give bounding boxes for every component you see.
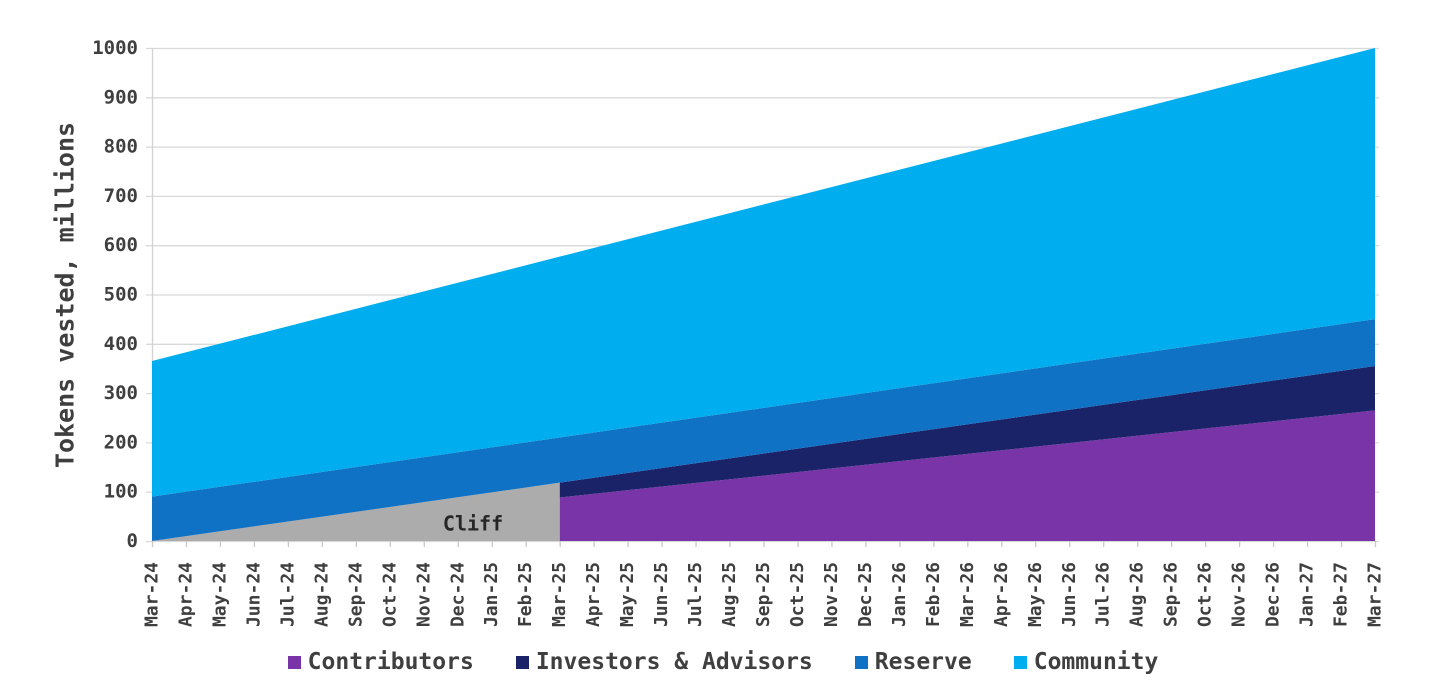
- y-tick-label-700: 700: [104, 185, 138, 207]
- x-tick-label-feb-25: Feb-25: [515, 562, 536, 627]
- x-tick-label-nov-24: Nov-24: [413, 562, 434, 627]
- x-tick-label-mar-27: Mar-27: [1365, 562, 1386, 627]
- x-tick-label-aug-25: Aug-25: [719, 562, 740, 627]
- x-tick-label-feb-26: Feb-26: [923, 562, 944, 627]
- legend-item-contributors: Contributors: [287, 649, 474, 675]
- y-tick-label-300: 300: [104, 382, 138, 404]
- legend-label-reserve: Reserve: [874, 649, 972, 675]
- x-tick-label-jan-26: Jan-26: [889, 562, 910, 627]
- x-tick-label-mar-24: Mar-24: [142, 562, 163, 627]
- x-tick-label-jan-27: Jan-27: [1297, 562, 1318, 627]
- y-tick-label-600: 600: [104, 234, 138, 256]
- legend-swatch-reserve: [854, 655, 868, 669]
- legend-label-investors-advisors: Investors & Advisors: [535, 649, 813, 675]
- x-tick-label-dec-26: Dec-26: [1263, 562, 1284, 627]
- x-tick-label-mar-25: Mar-25: [549, 562, 570, 627]
- legend-label-community: Community: [1033, 649, 1159, 675]
- cliff-annotation: Cliff: [443, 511, 503, 535]
- legend-label-contributors: Contributors: [307, 649, 474, 675]
- legend-item-investors-advisors: Investors & Advisors: [515, 649, 813, 675]
- legend-swatch-investors-advisors: [515, 655, 529, 669]
- x-tick-label-nov-26: Nov-26: [1229, 562, 1250, 627]
- x-tick-label-nov-25: Nov-25: [821, 562, 842, 627]
- x-tick-label-dec-25: Dec-25: [855, 562, 876, 627]
- x-tick-label-feb-27: Feb-27: [1331, 562, 1352, 627]
- legend-item-community: Community: [1013, 649, 1159, 675]
- x-tick-label-apr-26: Apr-26: [991, 562, 1012, 627]
- y-tick-label-200: 200: [104, 431, 138, 453]
- area-community: [152, 48, 1375, 497]
- x-tick-label-jul-26: Jul-26: [1093, 562, 1114, 627]
- area-reserve: [152, 319, 1375, 541]
- y-tick-label-900: 900: [104, 86, 138, 108]
- y-axis-title: Tokens vested, millions: [50, 121, 80, 469]
- legend-swatch-contributors: [287, 655, 301, 669]
- x-tick-label-sep-24: Sep-24: [345, 562, 366, 627]
- y-tick-label-1000: 1000: [92, 37, 138, 59]
- y-tick-label-500: 500: [104, 284, 138, 306]
- x-tick-label-jul-25: Jul-25: [685, 562, 706, 627]
- x-tick-label-dec-24: Dec-24: [447, 562, 468, 627]
- x-tick-label-apr-24: Apr-24: [175, 562, 196, 627]
- chart-legend: Contributors Investors & Advisors Reserve C…: [0, 646, 1446, 678]
- x-tick-label-oct-25: Oct-25: [787, 562, 808, 627]
- x-tick-label-oct-24: Oct-24: [379, 562, 400, 627]
- x-tick-label-jun-26: Jun-26: [1059, 562, 1080, 627]
- x-tick-label-aug-26: Aug-26: [1127, 562, 1148, 627]
- x-tick-label-may-24: May-24: [209, 562, 230, 627]
- legend-item-reserve: Reserve: [854, 649, 972, 675]
- x-tick-label-may-25: May-25: [617, 562, 638, 627]
- x-tick-label-jun-25: Jun-25: [651, 562, 672, 627]
- area-contributors: [152, 410, 1375, 541]
- y-tick-label-800: 800: [104, 136, 138, 158]
- y-tick-label-100: 100: [104, 481, 138, 503]
- x-tick-label-sep-25: Sep-25: [753, 562, 774, 627]
- x-tick-label-may-26: May-26: [1025, 562, 1046, 627]
- legend-swatch-community: [1013, 655, 1027, 669]
- x-tick-label-jul-24: Jul-24: [277, 562, 298, 627]
- x-tick-label-jun-24: Jun-24: [243, 562, 264, 627]
- x-tick-label-apr-25: Apr-25: [583, 562, 604, 627]
- y-tick-label-400: 400: [104, 333, 138, 355]
- x-tick-label-oct-26: Oct-26: [1195, 562, 1216, 627]
- x-tick-label-mar-26: Mar-26: [957, 562, 978, 627]
- x-tick-label-aug-24: Aug-24: [311, 562, 332, 627]
- x-tick-label-sep-26: Sep-26: [1161, 562, 1182, 627]
- y-tick-label-0: 0: [127, 530, 138, 552]
- x-tick-label-jan-25: Jan-25: [481, 562, 502, 627]
